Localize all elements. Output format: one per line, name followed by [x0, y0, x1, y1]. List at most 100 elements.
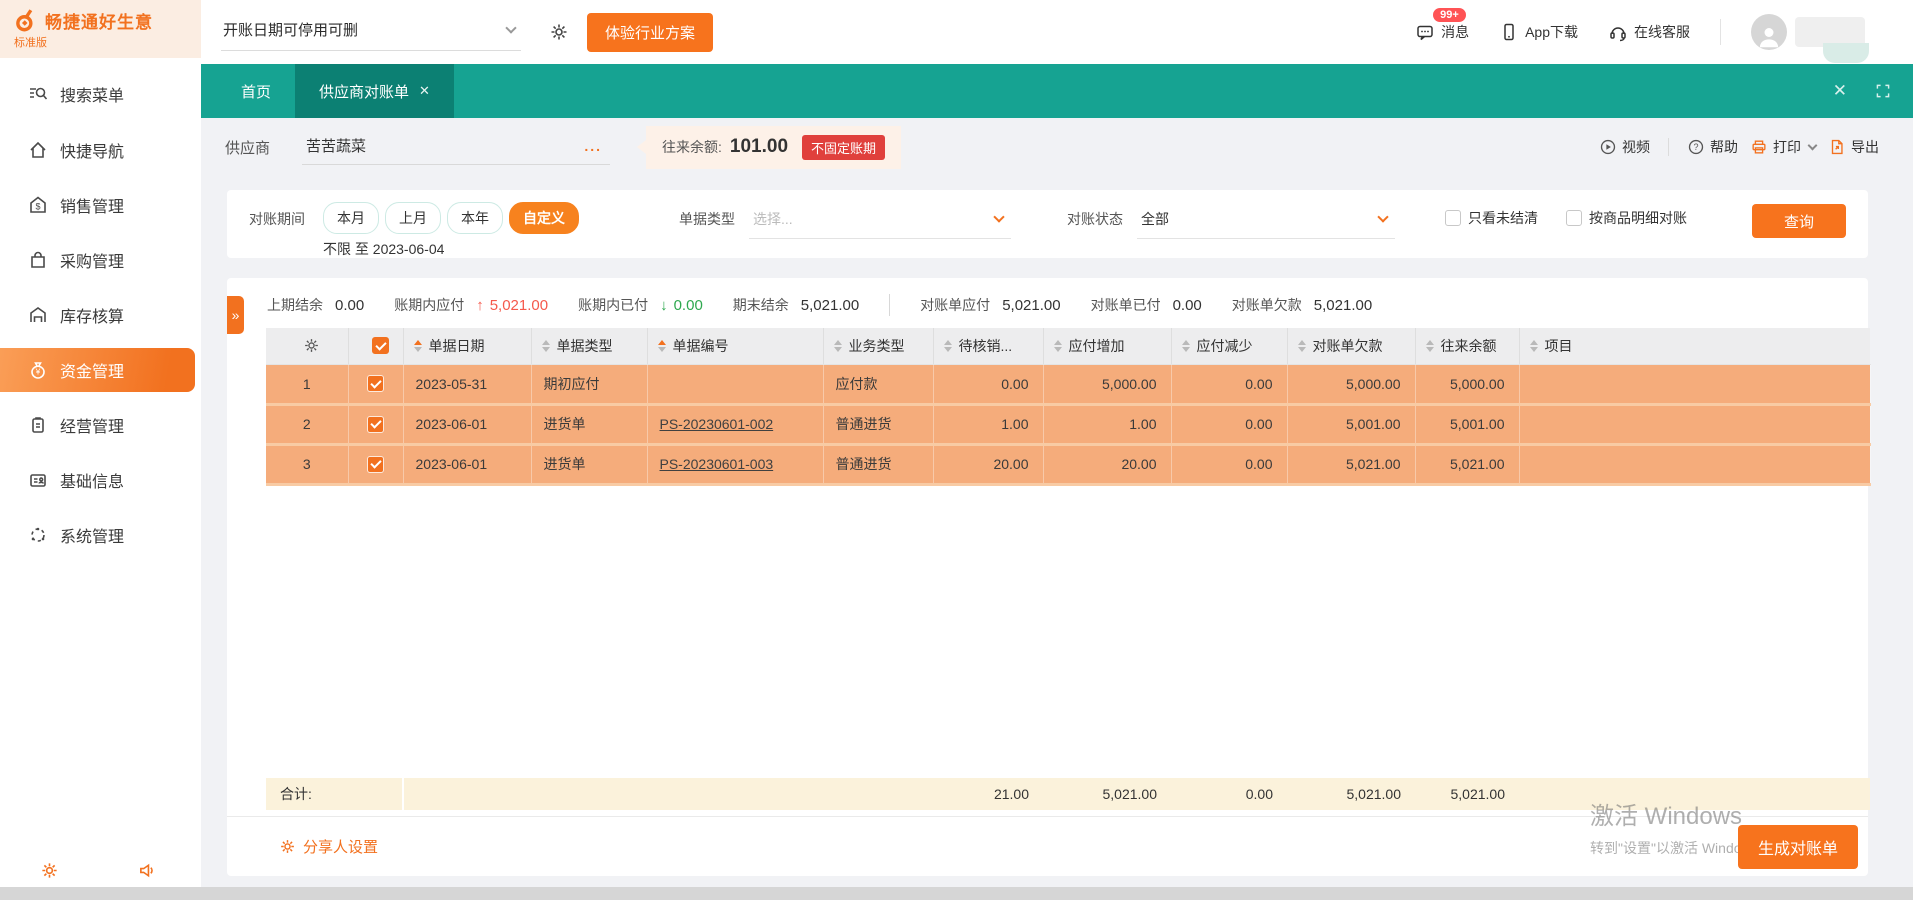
- chevron-down-icon[interactable]: [1807, 140, 1818, 151]
- sort-icon: [1297, 339, 1306, 352]
- col-label: 应付增加: [1068, 337, 1125, 354]
- col-biz-type[interactable]: 业务类型: [823, 328, 934, 365]
- sidebar-item-funds[interactable]: ¥ 资金管理: [0, 348, 195, 392]
- sort-icon: [1181, 339, 1190, 352]
- col-doc-date[interactable]: 单据日期: [403, 328, 532, 365]
- cell-increase: 5,000.00: [1043, 364, 1172, 406]
- sidebar-item-sales[interactable]: $ 销售管理: [0, 183, 201, 227]
- col-label: 应付减少: [1196, 337, 1253, 354]
- sidebar-item-purchase[interactable]: 采购管理: [0, 238, 201, 282]
- col-balance[interactable]: 往来余额: [1415, 328, 1520, 365]
- tab-home[interactable]: 首页: [217, 64, 295, 118]
- totals-increase: 5,021.00: [1043, 778, 1171, 810]
- tab-supplier-statement[interactable]: 供应商对账单 ✕: [295, 64, 454, 118]
- only-unsettled-label: 只看未结清: [1468, 210, 1538, 226]
- checkbox-checked-icon[interactable]: [367, 455, 384, 473]
- fullscreen-icon[interactable]: [1875, 83, 1891, 99]
- sidebar-item-base-info[interactable]: 基础信息: [0, 458, 201, 502]
- brand-edition: 标准版: [14, 37, 47, 49]
- col-project[interactable]: 项目: [1519, 328, 1870, 365]
- announcement-speaker-icon[interactable]: [138, 861, 157, 880]
- cell-pending: 1.00: [933, 404, 1044, 446]
- video-button[interactable]: 视频: [1599, 137, 1650, 157]
- export-button[interactable]: 导出: [1828, 137, 1879, 157]
- period-option-last-month[interactable]: 上月: [385, 202, 441, 234]
- period-range-text[interactable]: 不限 至 2023-06-04: [323, 241, 445, 257]
- user-avatar[interactable]: [1751, 14, 1869, 63]
- supplier-more-button[interactable]: ...: [584, 137, 603, 154]
- print-button[interactable]: 打印: [1750, 137, 1818, 157]
- doc-type-select[interactable]: 选择...: [749, 202, 1011, 239]
- sidebar-menu: 搜索菜单 快捷导航 $ 销售管理 采购管理 库存核算: [0, 58, 201, 557]
- arrow-down-icon: ↓: [660, 296, 668, 314]
- account-set-dropdown[interactable]: 开账日期可停用可删: [221, 13, 521, 51]
- summary-label: 期末结余: [732, 297, 789, 313]
- sort-icon: [657, 339, 666, 352]
- close-icon[interactable]: ✕: [1832, 81, 1847, 100]
- generate-statement-button[interactable]: 生成对账单: [1737, 824, 1858, 869]
- col-pending[interactable]: 待核销...: [933, 328, 1044, 365]
- messages-button[interactable]: 99+ 消息: [1415, 6, 1469, 42]
- settings-gear-icon[interactable]: [40, 861, 59, 880]
- table-row[interactable]: 3 2023-06-01 进货单 PS-20230601-003 普通进货 20…: [266, 444, 1871, 486]
- table-row[interactable]: 1 2023-05-31 期初应付 应付款 0.00 5,000.00 0.00…: [266, 364, 1871, 406]
- totals-row: 合计: 21.00 5,021.00 0.00 5,021.00 5,021.0…: [266, 778, 1870, 810]
- col-doc-type[interactable]: 单据类型: [531, 328, 648, 365]
- summary-label: 对账单欠款: [1231, 297, 1302, 313]
- totals-empty: [1519, 778, 1870, 810]
- checkbox-checked-icon[interactable]: [367, 375, 384, 393]
- select-all-header[interactable]: [348, 328, 404, 365]
- doc-no-link[interactable]: PS-20230601-002: [659, 416, 774, 432]
- sale-store-icon: $: [28, 195, 48, 215]
- col-statement-owed[interactable]: 对账单欠款: [1287, 328, 1416, 365]
- only-unsettled-checkbox[interactable]: 只看未结清: [1445, 208, 1538, 228]
- app-download-button[interactable]: App下载: [1499, 22, 1578, 42]
- status-select[interactable]: 全部: [1137, 202, 1395, 239]
- user-name-blurred: [1795, 17, 1869, 63]
- by-product-detail-checkbox[interactable]: 按商品明细对账: [1566, 208, 1687, 228]
- share-settings-button[interactable]: 分享人设置: [279, 836, 378, 857]
- expand-panel-button[interactable]: »: [227, 296, 244, 334]
- print-label: 打印: [1773, 139, 1801, 155]
- checkbox-checked-icon[interactable]: [372, 337, 389, 355]
- sidebar-search[interactable]: 搜索菜单: [0, 72, 201, 116]
- table-row[interactable]: 2 2023-06-01 进货单 PS-20230601-002 普通进货 1.…: [266, 404, 1871, 446]
- sidebar-item-operations[interactable]: 经营管理: [0, 403, 201, 447]
- supplier-label: 供应商: [225, 139, 271, 157]
- checkbox-icon: [1445, 210, 1461, 226]
- trial-industry-plan-button[interactable]: 体验行业方案: [587, 12, 714, 52]
- query-button[interactable]: 查询: [1752, 204, 1846, 238]
- cell-decrease: 0.00: [1171, 364, 1288, 406]
- summary-statement-payable: 对账单应付 5,021.00: [920, 295, 1060, 315]
- supplier-select-field[interactable]: 苦苦蔬菜 ...: [302, 129, 611, 165]
- col-payable-increase[interactable]: 应付增加: [1043, 328, 1172, 365]
- col-payable-decrease[interactable]: 应付减少: [1171, 328, 1288, 365]
- tab-close-icon[interactable]: ✕: [419, 83, 430, 98]
- sidebar-item-label: 经营管理: [60, 419, 125, 436]
- period-option-custom[interactable]: 自定义: [509, 202, 579, 234]
- col-label: 业务类型: [848, 337, 905, 354]
- help-label: 帮助: [1710, 139, 1738, 155]
- sort-icon: [833, 339, 842, 352]
- by-product-detail-label: 按商品明细对账: [1589, 210, 1687, 226]
- chevron-down-icon: [505, 21, 517, 34]
- play-circle-icon: [1599, 138, 1617, 156]
- summary-paid-in-period: 账期内已付 ↓ 0.00: [578, 295, 703, 315]
- cell-doc-date: 2023-06-01: [403, 404, 532, 446]
- status-value: 全部: [1141, 211, 1169, 227]
- summary-ending-balance: 期末结余 5,021.00: [733, 295, 859, 315]
- period-option-this-year[interactable]: 本年: [447, 202, 503, 234]
- col-doc-no[interactable]: 单据编号: [647, 328, 824, 365]
- topbar-gear-icon[interactable]: [549, 22, 569, 42]
- help-button[interactable]: ? 帮助: [1687, 137, 1738, 157]
- column-settings-header[interactable]: [266, 328, 349, 365]
- period-option-this-month[interactable]: 本月: [323, 202, 379, 234]
- online-service-button[interactable]: 在线客服: [1608, 22, 1690, 42]
- checkbox-checked-icon[interactable]: [367, 415, 384, 433]
- doc-no-link[interactable]: PS-20230601-003: [659, 456, 774, 472]
- sort-icon: [1529, 339, 1538, 352]
- sidebar-item-system[interactable]: 系统管理: [0, 513, 201, 557]
- sidebar-item-inventory[interactable]: 库存核算: [0, 293, 201, 337]
- statement-table: 单据日期 单据类型 单据编号 业务类型 待核销... 应付增加 应付减少 对账单…: [266, 328, 1871, 486]
- sidebar-item-quick-nav[interactable]: 快捷导航: [0, 128, 201, 172]
